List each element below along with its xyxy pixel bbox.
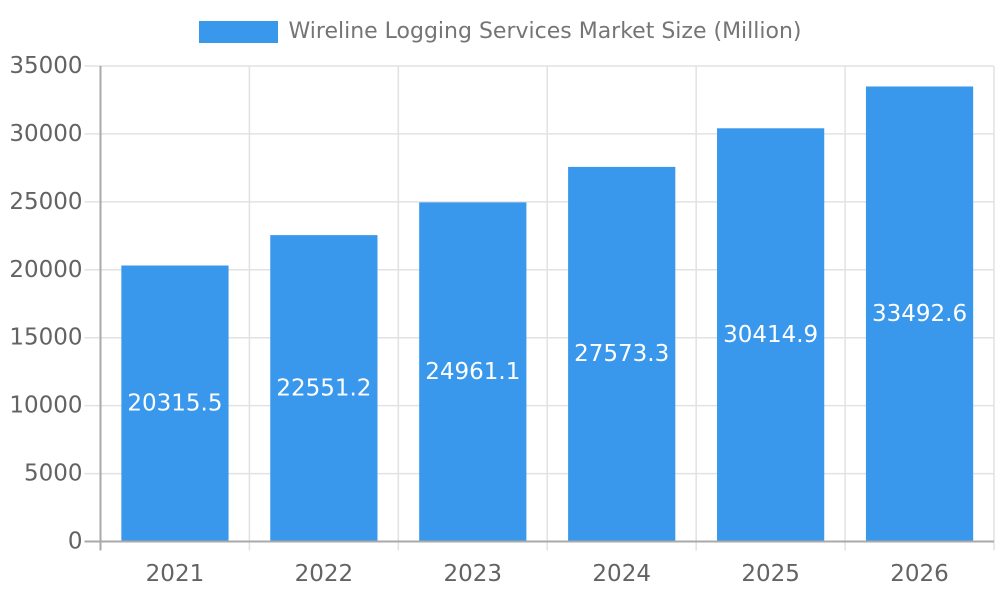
y-axis-tick-label: 15000 [9,325,82,351]
x-axis-tick-label: 2024 [592,561,651,587]
bar-2021[interactable] [121,265,229,542]
x-axis-tick-label: 2023 [444,561,503,587]
y-axis-tick-label: 25000 [9,189,82,215]
bar-value-label: 27573.3 [574,341,669,367]
bar-value-label: 24961.1 [425,359,520,385]
bar-2026[interactable] [865,86,974,542]
x-axis-tick-label: 2021 [146,561,205,587]
y-axis-tick-label: 10000 [9,393,82,419]
bar-value-label: 20315.5 [127,390,222,416]
bar-2024[interactable] [568,166,676,542]
legend-label: Wireline Logging Services Market Size (M… [288,19,802,44]
y-axis-tick-label: 0 [68,529,83,555]
bar-2022[interactable] [270,235,378,542]
bar-value-label: 22551.2 [276,375,371,401]
y-axis-tick-label: 20000 [9,257,82,283]
y-axis-tick-label: 35000 [9,53,82,79]
x-axis-tick-label: 2025 [741,561,800,587]
y-axis-tick-label: 30000 [9,121,82,147]
bar-2023[interactable] [419,202,527,542]
bar-value-label: 33492.6 [872,301,967,327]
legend-swatch-icon [198,21,278,43]
bar-2025[interactable] [717,128,825,542]
x-axis-tick-label: 2026 [890,561,949,587]
bar-value-label: 30414.9 [723,322,818,348]
x-axis-tick-label: 2022 [295,561,354,587]
y-axis-tick-label: 5000 [24,461,83,487]
legend[interactable]: Wireline Logging Services Market Size (M… [0,19,1000,45]
